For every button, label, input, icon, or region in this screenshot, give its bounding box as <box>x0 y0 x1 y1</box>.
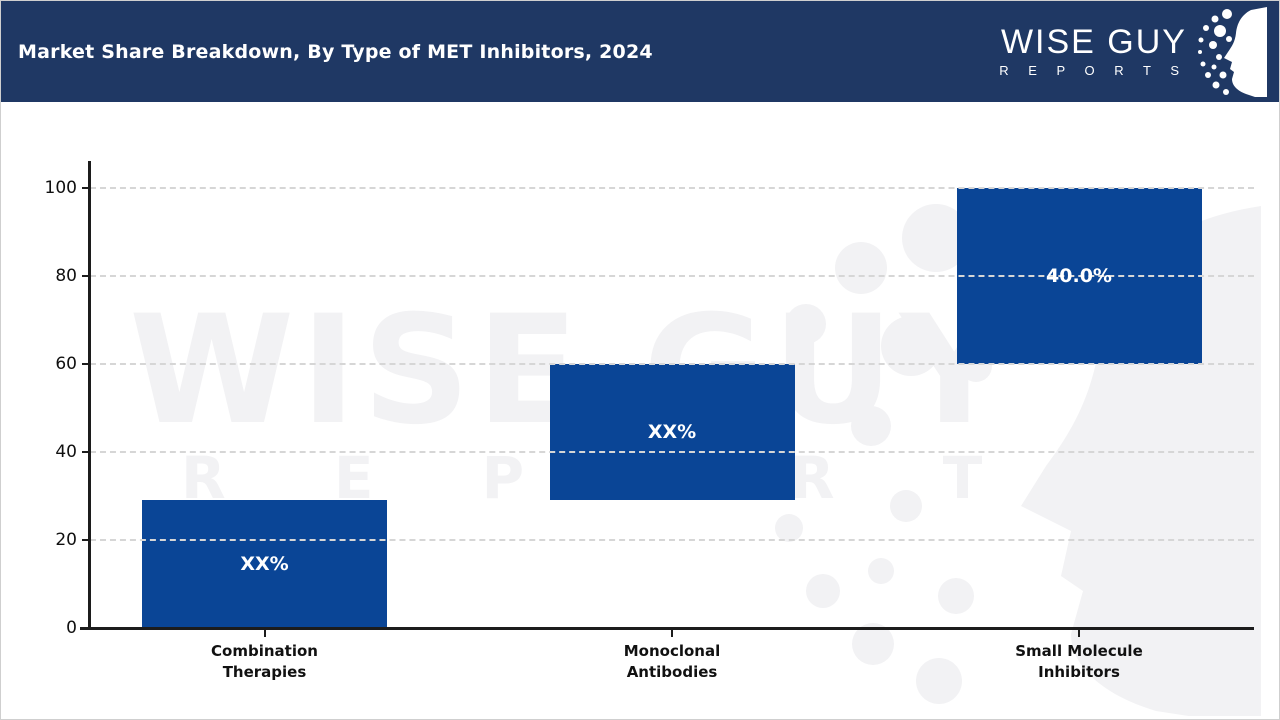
logo-subtitle: R E P O R T S <box>999 63 1187 78</box>
y-tick-80 <box>82 275 89 277</box>
x-tick-2 <box>671 630 673 637</box>
chart-title: Market Share Breakdown, By Type of MET I… <box>18 40 653 63</box>
x-category-line1: Monoclonal <box>623 642 721 660</box>
x-axis-line <box>80 627 1254 630</box>
header-band: Market Share Breakdown, By Type of MET I… <box>1 1 1279 102</box>
x-tick-1 <box>263 630 266 637</box>
y-tick-label-0: 0 <box>66 618 77 638</box>
gridline-20 <box>90 539 1254 541</box>
y-tick-40 <box>82 451 89 453</box>
x-category-label-2: Monoclonal Antibodies <box>624 641 721 683</box>
plot-area: 0 20 40 60 80 100 XX% XX% 40.0% Combination Therap… <box>1 102 1279 719</box>
y-tick-label-80: 80 <box>55 266 77 286</box>
y-tick-20 <box>82 539 89 541</box>
x-category-line1: Combination <box>211 642 318 660</box>
gridline-100 <box>90 187 1254 189</box>
y-axis-line <box>88 161 91 630</box>
logo-wordmark: WISE GUY <box>1000 23 1187 61</box>
x-category-line2: Inhibitors <box>1038 663 1120 681</box>
y-tick-label-40: 40 <box>55 442 77 462</box>
logo-text: WISE GUY R E P O R T S <box>999 25 1187 78</box>
x-category-line2: Therapies <box>222 663 307 681</box>
gridline-40 <box>90 451 1254 453</box>
x-tick-3 <box>1078 630 1080 637</box>
y-tick-label-100: 100 <box>44 178 77 198</box>
y-tick-60 <box>82 363 89 365</box>
bar-label-2: XX% <box>647 421 697 444</box>
head-profile-icon <box>1198 6 1267 97</box>
x-category-line2: Antibodies <box>626 663 718 681</box>
bar-label-1: XX% <box>240 553 289 576</box>
gridline-60 <box>90 363 1254 365</box>
gridline-80 <box>90 275 1254 277</box>
y-tick-100 <box>82 187 89 189</box>
x-category-label-1: Combination Therapies <box>211 641 318 683</box>
x-category-line1: Small Molecule <box>1015 642 1143 660</box>
x-category-label-3: Small Molecule Inhibitors <box>1015 641 1143 683</box>
y-tick-label-60: 60 <box>55 354 77 374</box>
bar-2 <box>549 364 795 501</box>
y-tick-label-20: 20 <box>55 530 77 550</box>
bar-label-3: 40.0% <box>1046 265 1112 287</box>
bar-1 <box>142 500 387 628</box>
wise-guy-reports-logo: WISE GUY R E P O R T S <box>999 6 1279 97</box>
